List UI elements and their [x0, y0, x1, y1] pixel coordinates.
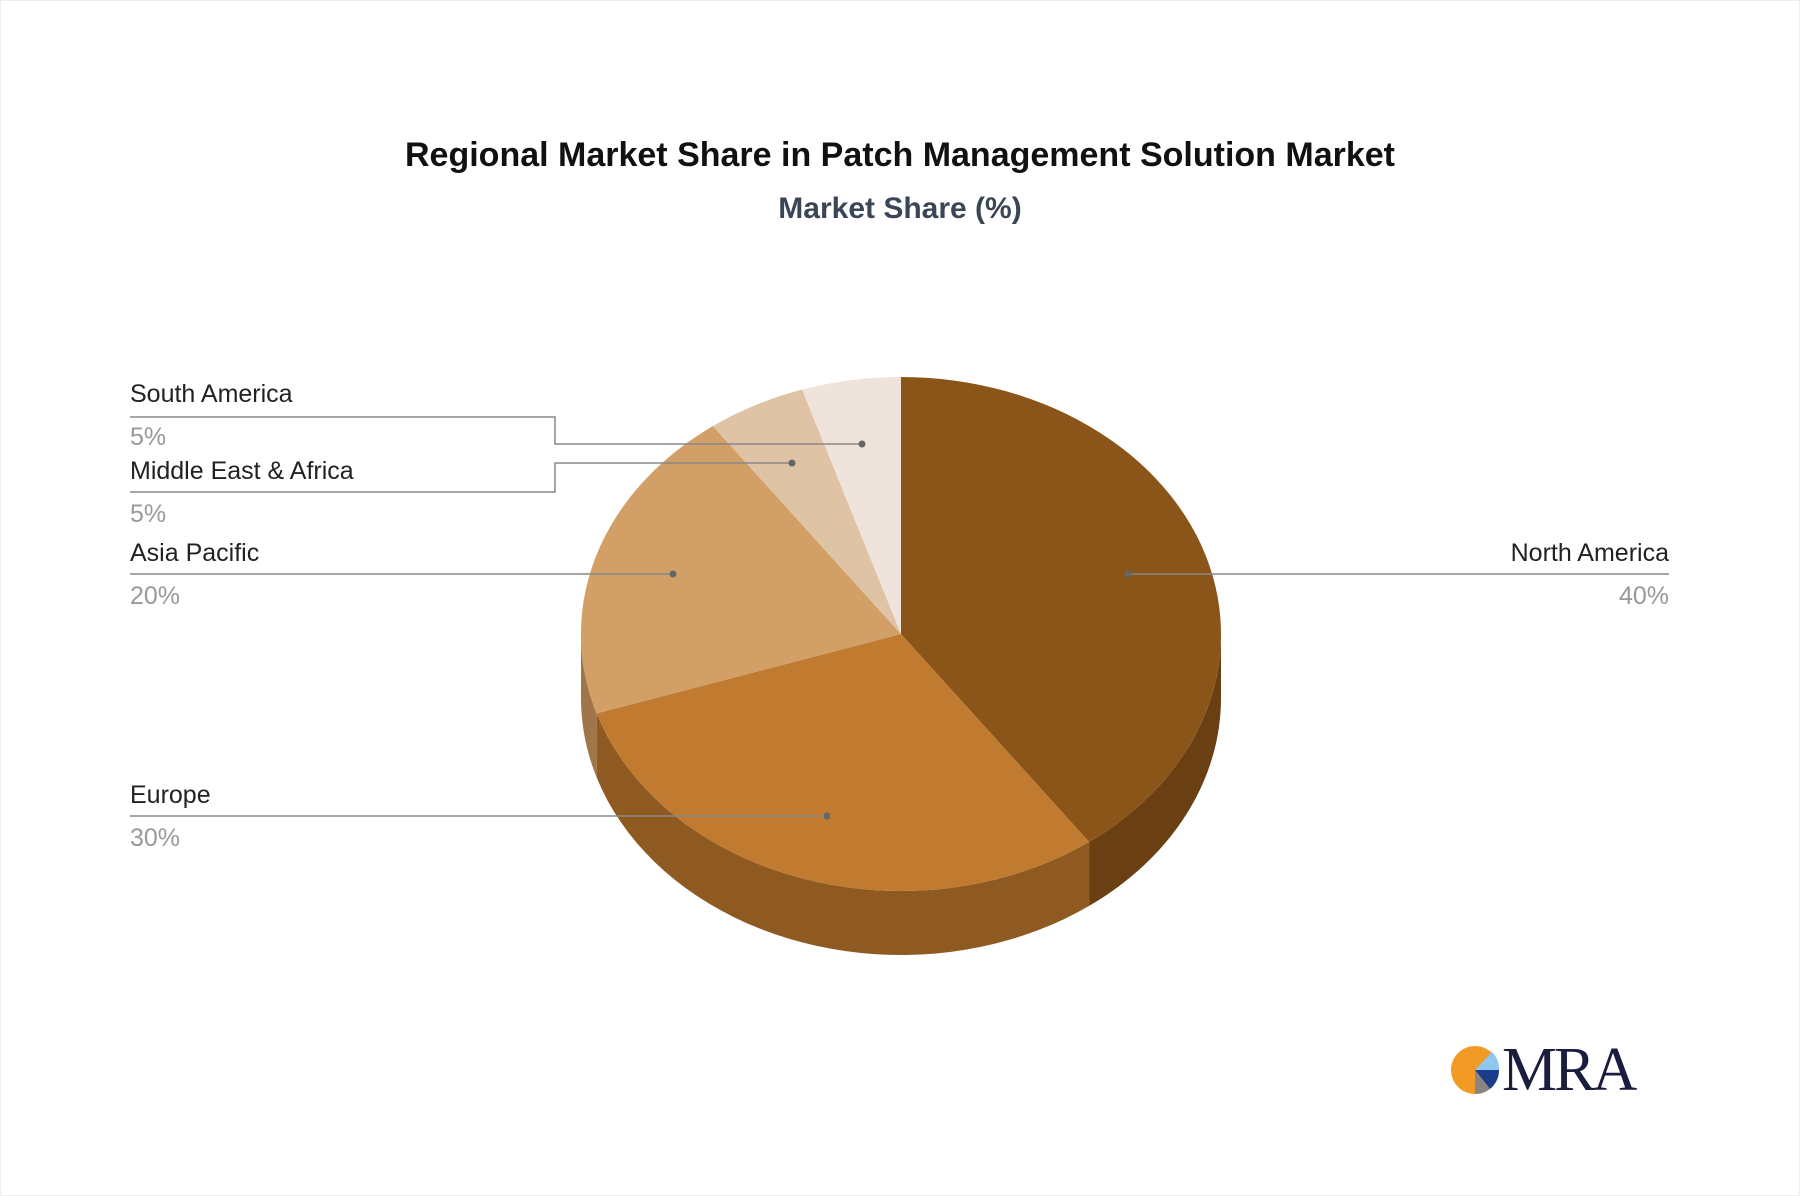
pct-asia-pacific: 20% — [130, 582, 181, 610]
logo-text: MRA — [1502, 1036, 1637, 1104]
leader-europe-dot — [823, 812, 831, 820]
pct-middle-east-africa: 5% — [130, 500, 167, 528]
mra-logo: MRA — [1450, 1036, 1640, 1104]
logo-pie-icon — [1451, 1046, 1500, 1095]
leader-south-america — [130, 416, 862, 445]
leader-middle-east-africa — [130, 462, 792, 493]
pct-europe: 30% — [130, 824, 181, 852]
leader-middle-east-africa-dot — [788, 459, 796, 467]
pie-slice-asia-pacific[interactable] — [581, 426, 901, 714]
chart-title: Regional Market Share in Patch Managemen… — [405, 136, 1395, 174]
label-europe: Europe — [130, 781, 211, 809]
pie-side-1 — [596, 713, 1090, 955]
pie-slice-middle-east-africa[interactable] — [712, 389, 901, 634]
pct-north-america: 40% — [1618, 582, 1669, 610]
pie-side-0 — [1089, 634, 1221, 906]
label-south-america: South America — [130, 380, 293, 408]
pie-slice-south-america[interactable] — [802, 377, 901, 634]
label-north-america: North America — [1510, 539, 1669, 567]
label-asia-pacific: Asia Pacific — [130, 539, 260, 567]
pie-side-2 — [581, 634, 597, 778]
chart-subtitle: Market Share (%) — [778, 192, 1022, 225]
leader-north-america-dot — [1124, 570, 1132, 578]
pie-slice-europe[interactable] — [596, 634, 1090, 891]
pie-slice-north-america[interactable] — [901, 377, 1221, 842]
leader-south-america-dot — [858, 440, 866, 448]
label-middle-east-africa: Middle East & Africa — [130, 457, 354, 485]
leader-asia-pacific-dot — [669, 570, 677, 578]
pct-south-america: 5% — [130, 423, 167, 451]
